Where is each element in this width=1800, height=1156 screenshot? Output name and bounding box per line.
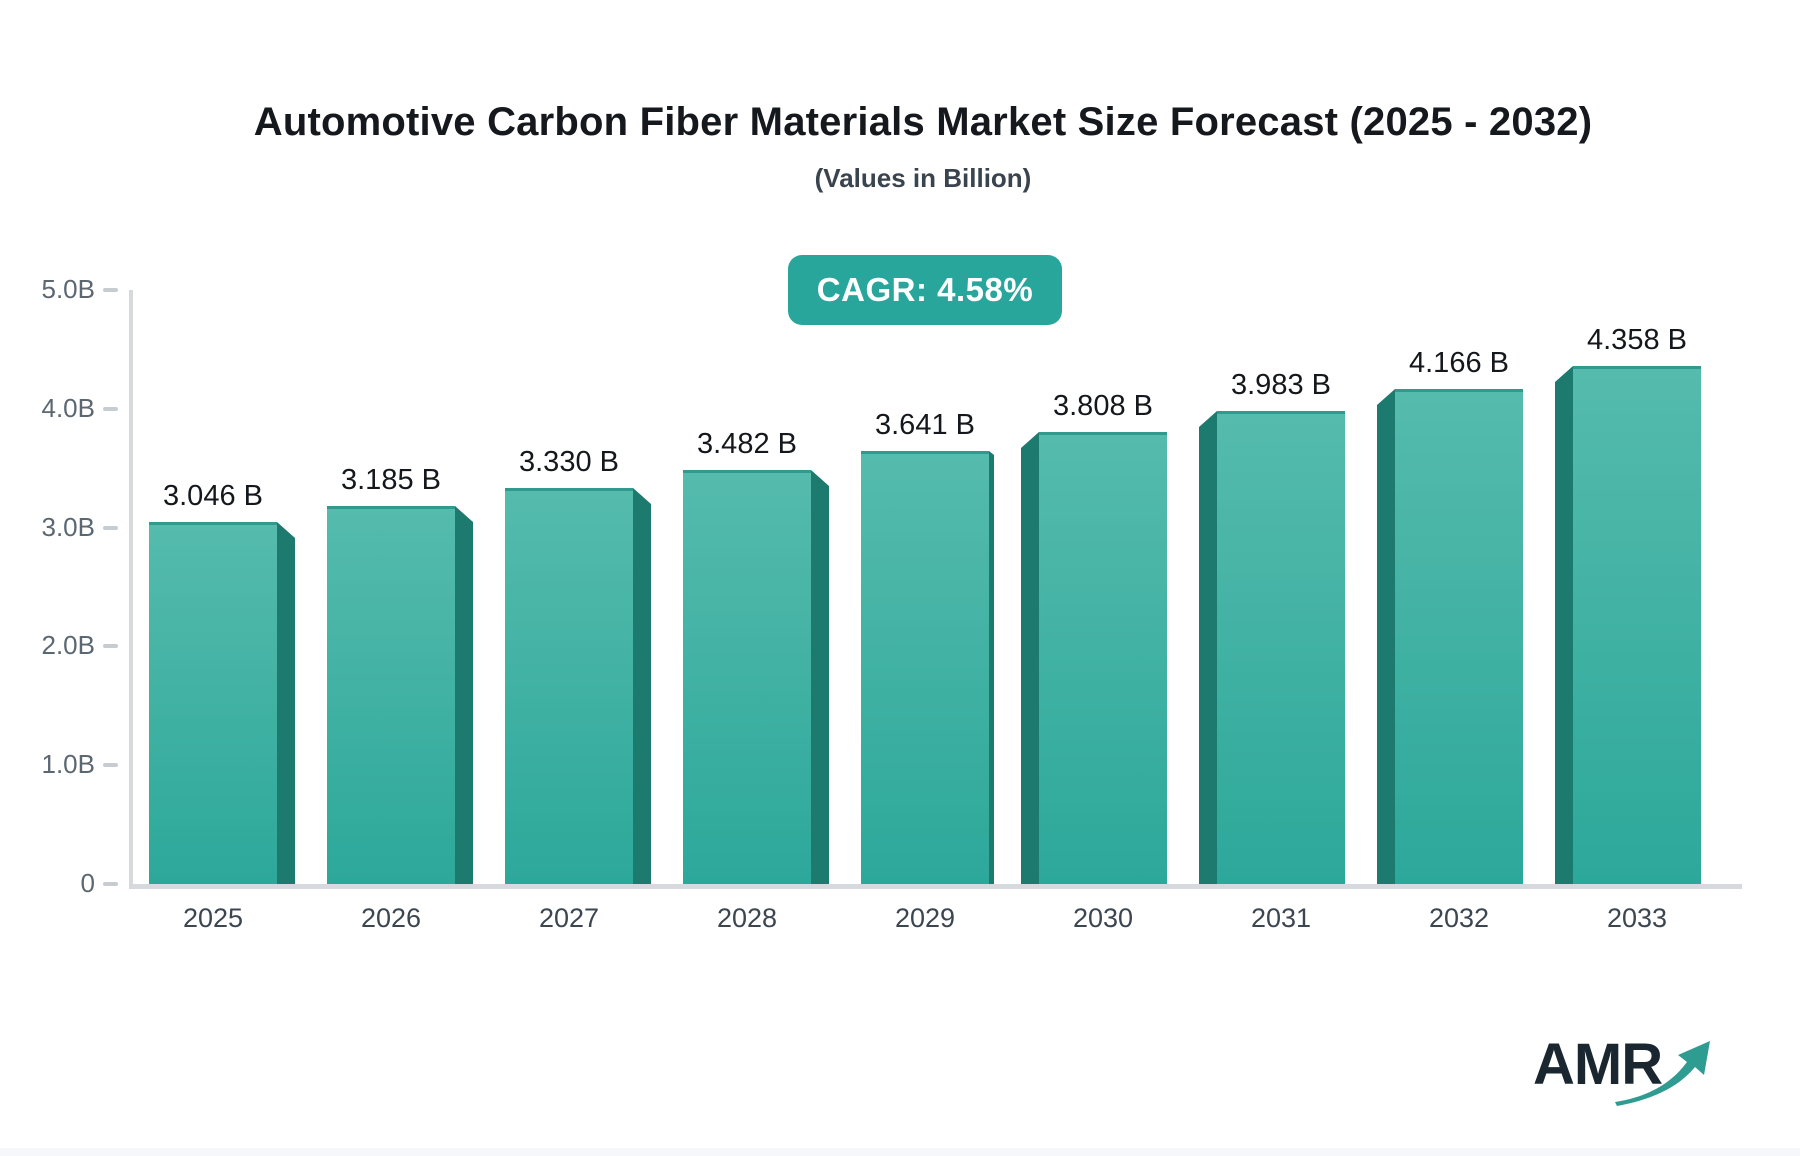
- bar-2028-value-label: 3.482 B: [697, 428, 797, 460]
- y-axis-label: 1.0B: [41, 749, 96, 780]
- x-axis-line: [129, 884, 1742, 889]
- bar-2029: [861, 451, 989, 884]
- bar-2031-side-face: [1199, 411, 1217, 884]
- x-axis-label-2030: 2030: [1072, 903, 1134, 933]
- y-axis-label: 4.0B: [41, 392, 96, 423]
- bar-2033-value-label: 4.358 B: [1587, 324, 1687, 356]
- bar-2033: [1573, 366, 1701, 884]
- cagr-badge: CAGR: 4.58%: [788, 255, 1062, 325]
- bar-2025: [149, 522, 277, 884]
- x-axis-label-2031: 2031: [1250, 903, 1312, 933]
- bottom-edge: [0, 1148, 1800, 1156]
- y-tick-mark: [103, 288, 118, 292]
- bar-2026: [327, 506, 455, 884]
- chart-title: Automotive Carbon Fiber Materials Market…: [253, 100, 1593, 144]
- amr-logo: AMR: [1533, 1036, 1723, 1116]
- y-tick-mark: [103, 644, 118, 649]
- cagr-badge-label: CAGR: 4.58%: [816, 271, 1034, 308]
- bar-2032-value-label: 4.166 B: [1409, 347, 1509, 379]
- y-tick-mark: [103, 763, 118, 768]
- y-axis-label: 3.0B: [41, 511, 96, 542]
- bar-2031: [1217, 411, 1345, 884]
- bar-2028: [683, 470, 811, 884]
- bar-2026-side-face: [455, 506, 473, 884]
- y-tick-mark: [103, 525, 118, 530]
- y-tick-mark: [103, 406, 118, 411]
- amr-logo-text: AMR: [1533, 1032, 1663, 1097]
- bar-2025-side-face: [277, 522, 295, 884]
- bar-2025-value-label: 3.046 B: [163, 480, 263, 512]
- x-axis-label-2033: 2033: [1606, 903, 1668, 933]
- bar-2027-side-face: [633, 488, 651, 884]
- y-axis-label: 5.0B: [41, 274, 96, 304]
- y-axis-line: [129, 290, 133, 886]
- bar-2028-side-face: [811, 470, 829, 884]
- bar-2027: [505, 488, 633, 884]
- bar-2030-side-face: [1021, 432, 1039, 884]
- x-axis-label-2025: 2025: [182, 903, 244, 933]
- bar-2031-value-label: 3.983 B: [1231, 369, 1331, 401]
- x-axis-label-2028: 2028: [716, 903, 778, 933]
- y-tick-mark: [103, 882, 118, 886]
- x-axis-label-2029: 2029: [894, 903, 956, 933]
- bar-2029-side-face: [989, 451, 994, 884]
- x-axis-label-2027: 2027: [538, 903, 600, 933]
- bar-2030-value-label: 3.808 B: [1053, 390, 1153, 422]
- amr-logo-arrow-icon: [1615, 1041, 1710, 1106]
- bar-2030: [1039, 432, 1167, 884]
- x-axis-label-2032: 2032: [1428, 903, 1490, 933]
- bar-2033-side-face: [1555, 366, 1573, 884]
- bar-2027-value-label: 3.330 B: [519, 446, 619, 478]
- bar-2032: [1395, 389, 1523, 884]
- y-axis-label: 2.0B: [41, 630, 96, 661]
- bar-2032-side-face: [1377, 389, 1395, 884]
- x-axis-label-2026: 2026: [360, 903, 422, 933]
- y-axis-label: 0: [80, 868, 95, 898]
- bar-2026-value-label: 3.185 B: [341, 464, 441, 496]
- bar-2029-value-label: 3.641 B: [875, 409, 975, 441]
- chart-subtitle: (Values in Billion): [814, 163, 1032, 193]
